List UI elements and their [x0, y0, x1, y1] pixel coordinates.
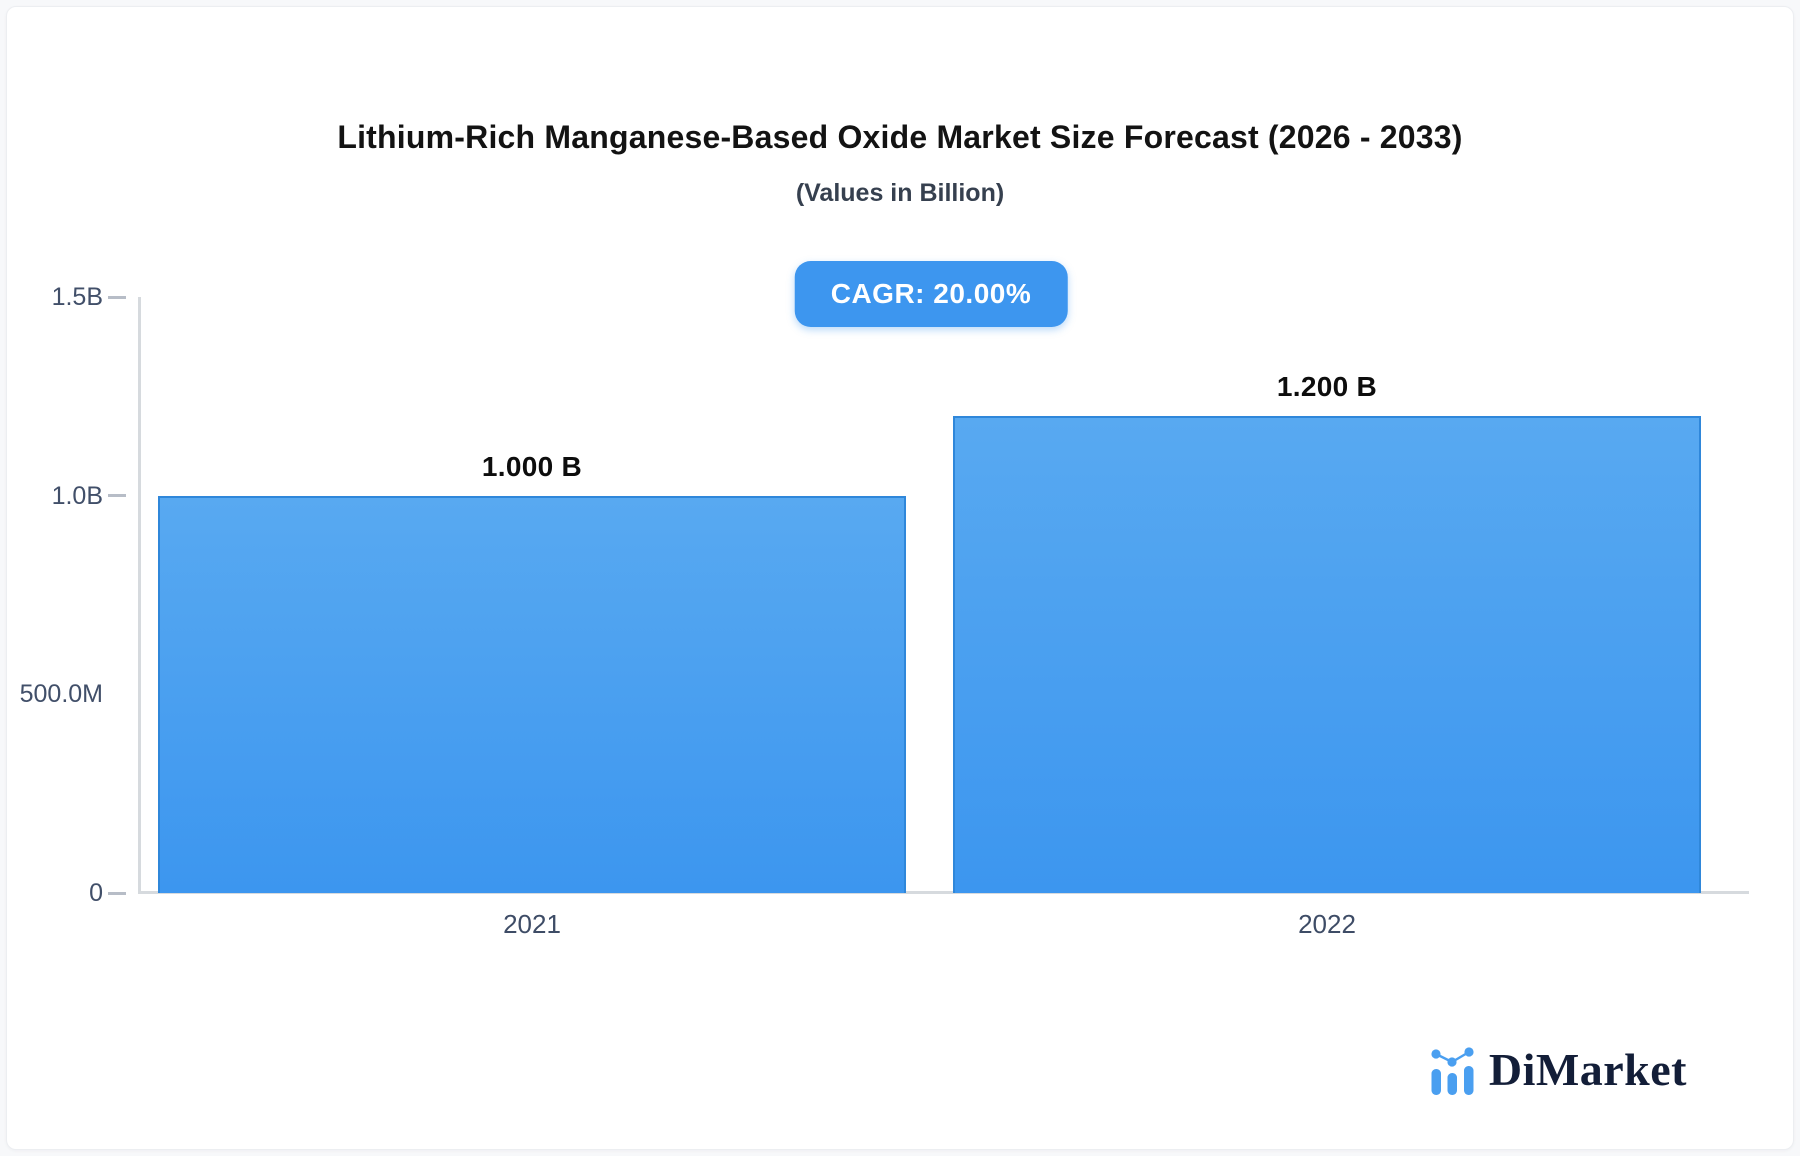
- bar-chart-logo-icon: [1431, 1047, 1474, 1095]
- y-tick-mark: [108, 494, 126, 498]
- bar-2022: [953, 416, 1701, 893]
- x-axis-label: 2022: [1298, 909, 1356, 939]
- y-tick-label: 1.0B: [51, 481, 103, 510]
- cagr-badge: CAGR: 20.00%: [794, 261, 1068, 327]
- bar-chart: 1.5B 1.0B 500.0M 0 1.000 B 2021 1.200 B 2022: [7, 7, 1793, 1149]
- y-tick-mark: [108, 891, 126, 895]
- logo-text: DiMarket: [1488, 1044, 1687, 1095]
- y-tick-label: 500.0M: [19, 680, 103, 709]
- x-axis-label: 2021: [503, 909, 561, 939]
- chart-card: Lithium-Rich Manganese-Based Oxide Marke…: [6, 6, 1794, 1150]
- bar-value-label: 1.000 B: [481, 451, 583, 482]
- y-tick-label: 1.5B: [51, 283, 103, 311]
- x-axis-line: [138, 891, 1749, 894]
- y-tick-label: 0: [89, 879, 103, 907]
- chart-subtitle: (Values in Billion): [795, 179, 1005, 207]
- dimarket-logo: DiMarket: [1431, 1045, 1687, 1095]
- y-tick-mark: [108, 295, 126, 299]
- bar-value-label: 1.200 B: [1276, 371, 1378, 402]
- y-axis-line: [138, 297, 141, 893]
- chart-title: Lithium-Rich Manganese-Based Oxide Marke…: [337, 119, 1463, 155]
- bar-2021: [158, 496, 906, 893]
